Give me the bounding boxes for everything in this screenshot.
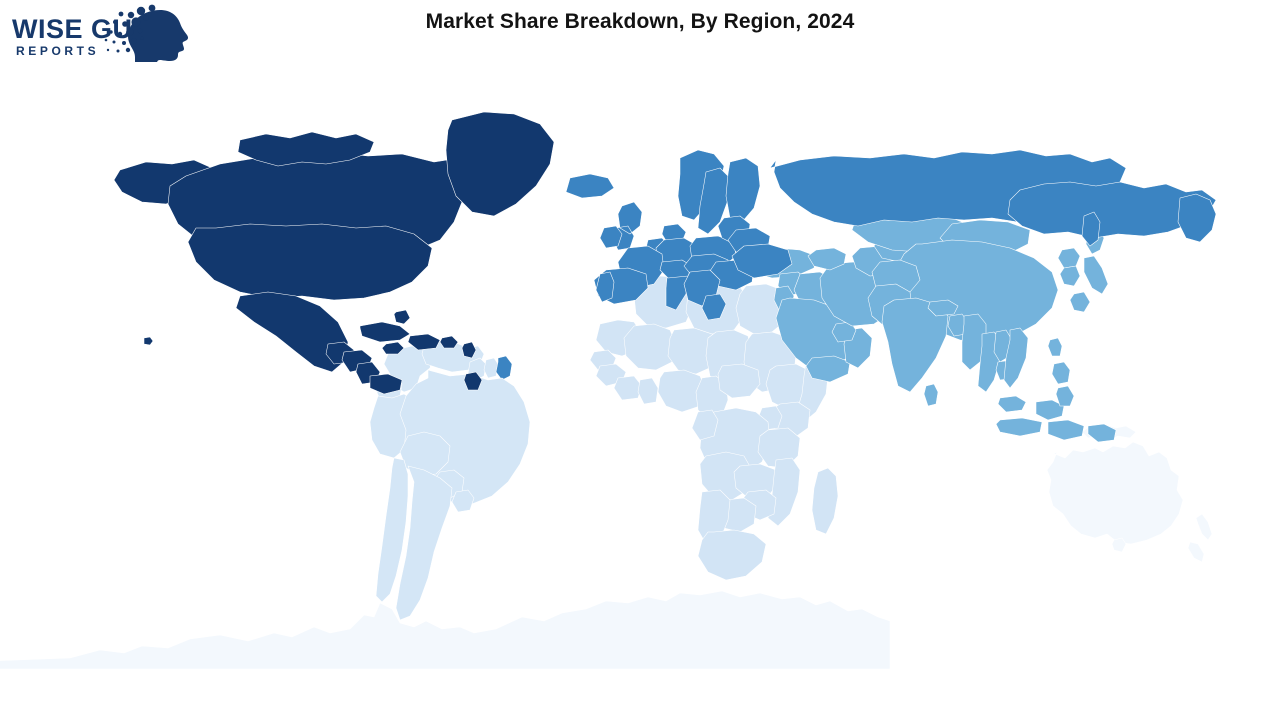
country-mozambique [768,458,800,526]
region-africa [590,272,838,580]
country-lesser-antilles [462,342,476,358]
country-south-africa [698,530,766,580]
country-argentina [396,466,452,620]
country-niger [668,328,718,374]
logo-graphic: WISE GUY REPORTS [12,4,189,66]
country-finland [726,158,760,222]
country-taiwan [1048,338,1062,356]
country-mexico [236,292,348,372]
country-trinidad [464,372,482,390]
country-uruguay [452,490,474,512]
country-philippines [1052,362,1074,406]
country-jamaica [382,342,404,354]
country-vietnam [1004,328,1028,388]
logo-wordmark-primary: WISE GUY [12,14,151,44]
country-greenland [446,112,554,216]
country-bahamas [394,310,410,324]
logo-head-profile [128,10,189,66]
country-central-african-republic [718,364,760,398]
chart-header: WISE GUY REPORTS [0,0,1280,68]
logo-wordmark-secondary: REPORTS [16,44,99,58]
region-north-america [114,112,554,394]
country-madagascar [812,468,838,534]
country-indonesia [996,418,1116,442]
country-gabon [692,410,718,440]
country-tasmania [1112,538,1126,552]
country-mali [624,324,676,370]
country-cuba [360,322,410,342]
logo-dot-cloud [104,4,156,53]
country-iceland [566,174,614,198]
country-yemen [806,356,850,382]
country-hispaniola [408,334,440,350]
region-asia-pacific [852,210,1116,442]
country-australia [1043,442,1183,544]
country-sri-lanka [924,384,938,406]
country-ukraine [732,244,792,278]
country-russia-kamchatka [1178,194,1216,242]
country-canada-arctic-islands [238,132,374,166]
wise-guy-reports-logo[interactable]: WISE GUY REPORTS [8,4,198,66]
country-nepal-bhutan [928,300,958,316]
page-title: Market Share Breakdown, By Region, 2024 [425,10,855,33]
country-antarctica [0,591,890,669]
country-nigeria [658,370,706,412]
region-europe [566,150,1216,320]
world-choropleth-map [0,48,1280,720]
country-malaysia [998,396,1064,420]
country-myanmar [962,314,986,370]
country-sweden [698,168,730,234]
region-oceania [1043,424,1212,562]
country-portugal [596,272,614,302]
country-united-states [188,224,432,300]
country-new-zealand [1188,514,1212,562]
country-ghana [638,378,658,404]
country-russia-sakhalin [1082,212,1100,246]
country-georgia-armenia-azerbaijan [808,248,846,270]
world-map-container [0,48,1280,720]
region-antarctica [0,591,890,669]
country-greece [702,294,726,320]
country-chile [376,458,408,602]
country-costa-rica-panama [370,374,402,394]
country-north-korea [1058,248,1080,268]
country-ireland [600,226,622,248]
country-suriname [484,358,498,378]
country-ivory-coast [614,376,642,400]
country-french-guiana [496,356,512,380]
country-south-korea [1060,266,1080,286]
country-hawaii-marker [144,337,153,345]
country-puerto-rico [440,336,458,348]
